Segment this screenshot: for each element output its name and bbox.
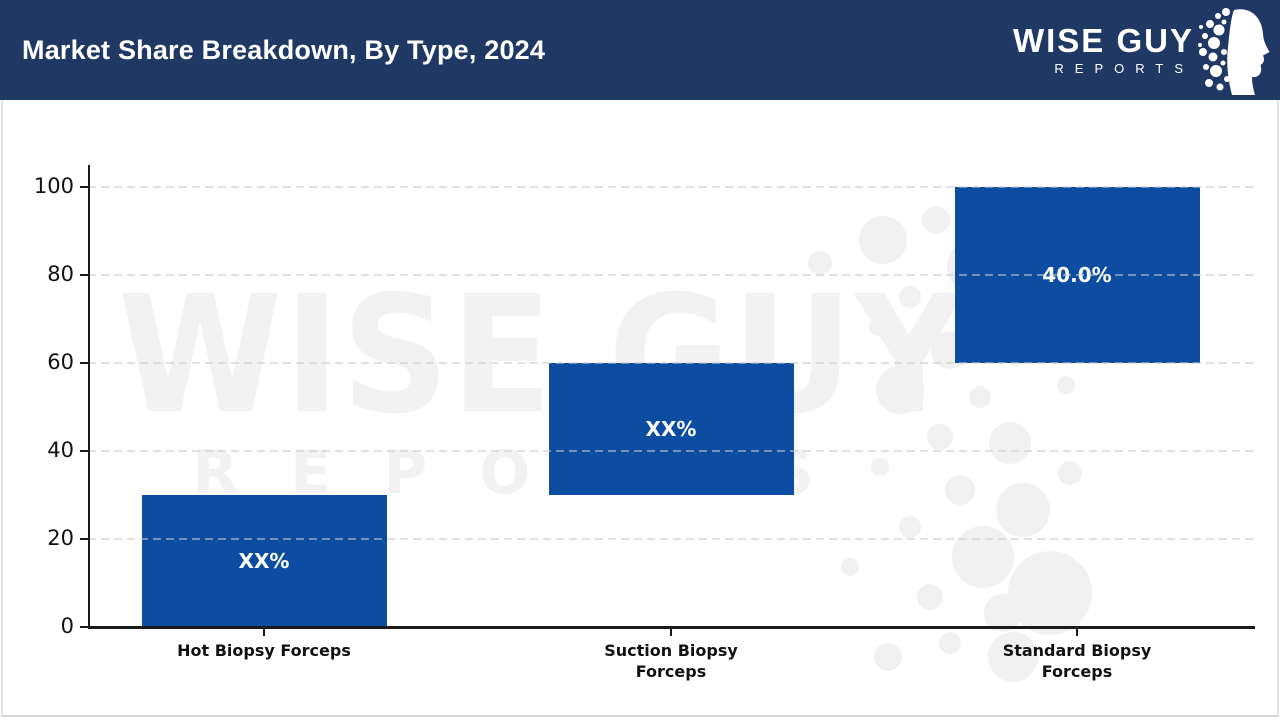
category-label-2: Suction Biopsy Forceps [604, 641, 738, 681]
wiseguy-logo-text: WISE GUY REPORTS [1012, 22, 1194, 77]
gridline-20 [88, 538, 1255, 540]
gridline-60 [88, 362, 1255, 364]
x-tick-mark-3 [1076, 629, 1078, 636]
y-tick-mark-80 [80, 274, 88, 276]
y-tick-label-60: 60 [47, 350, 74, 374]
y-tick-mark-40 [80, 450, 88, 452]
logo-brand-top: WISE GUY [1012, 22, 1194, 59]
gridline-100 [88, 186, 1255, 188]
header: Market Share Breakdown, By Type, 2024 WI… [0, 0, 1280, 100]
y-axis-line [88, 165, 90, 629]
bar-1: XX% [141, 495, 387, 627]
y-tick-label-20: 20 [47, 526, 74, 550]
logo-brand-bottom: REPORTS [1054, 61, 1194, 76]
y-tick-mark-60 [80, 362, 88, 364]
page-title: Market Share Breakdown, By Type, 2024 [22, 34, 546, 65]
y-tick-label-40: 40 [47, 438, 74, 462]
y-tick-mark-100 [80, 186, 88, 188]
x-axis-line [88, 626, 1255, 629]
x-tick-mark-1 [263, 629, 265, 636]
y-tick-label-80: 80 [47, 262, 74, 286]
bar-value-label: XX% [645, 417, 697, 441]
wiseguy-logo: WISE GUY REPORTS [1013, 5, 1280, 95]
category-label-3: Standard Biopsy Forceps [1002, 641, 1152, 681]
gridline-80 [88, 274, 1255, 276]
watermark-brand-text: WISE GUY [118, 262, 965, 450]
x-tick-mark-2 [670, 629, 672, 636]
y-tick-label-100: 100 [33, 174, 74, 198]
category-label-1: Hot Biopsy Forceps [177, 641, 351, 660]
bar-2: XX% [548, 363, 794, 495]
bar-value-label: XX% [238, 549, 290, 573]
wiseguy-face-icon [1198, 8, 1270, 95]
chart-area: XX% XX% 40.0% 0 20 40 60 80 100 Hot Biopsy Force… [0, 100, 1280, 720]
gridline-40 [88, 450, 1255, 452]
y-tick-label-0: 0 [60, 614, 74, 638]
y-tick-mark-0 [80, 626, 88, 628]
y-tick-mark-20 [80, 538, 88, 540]
